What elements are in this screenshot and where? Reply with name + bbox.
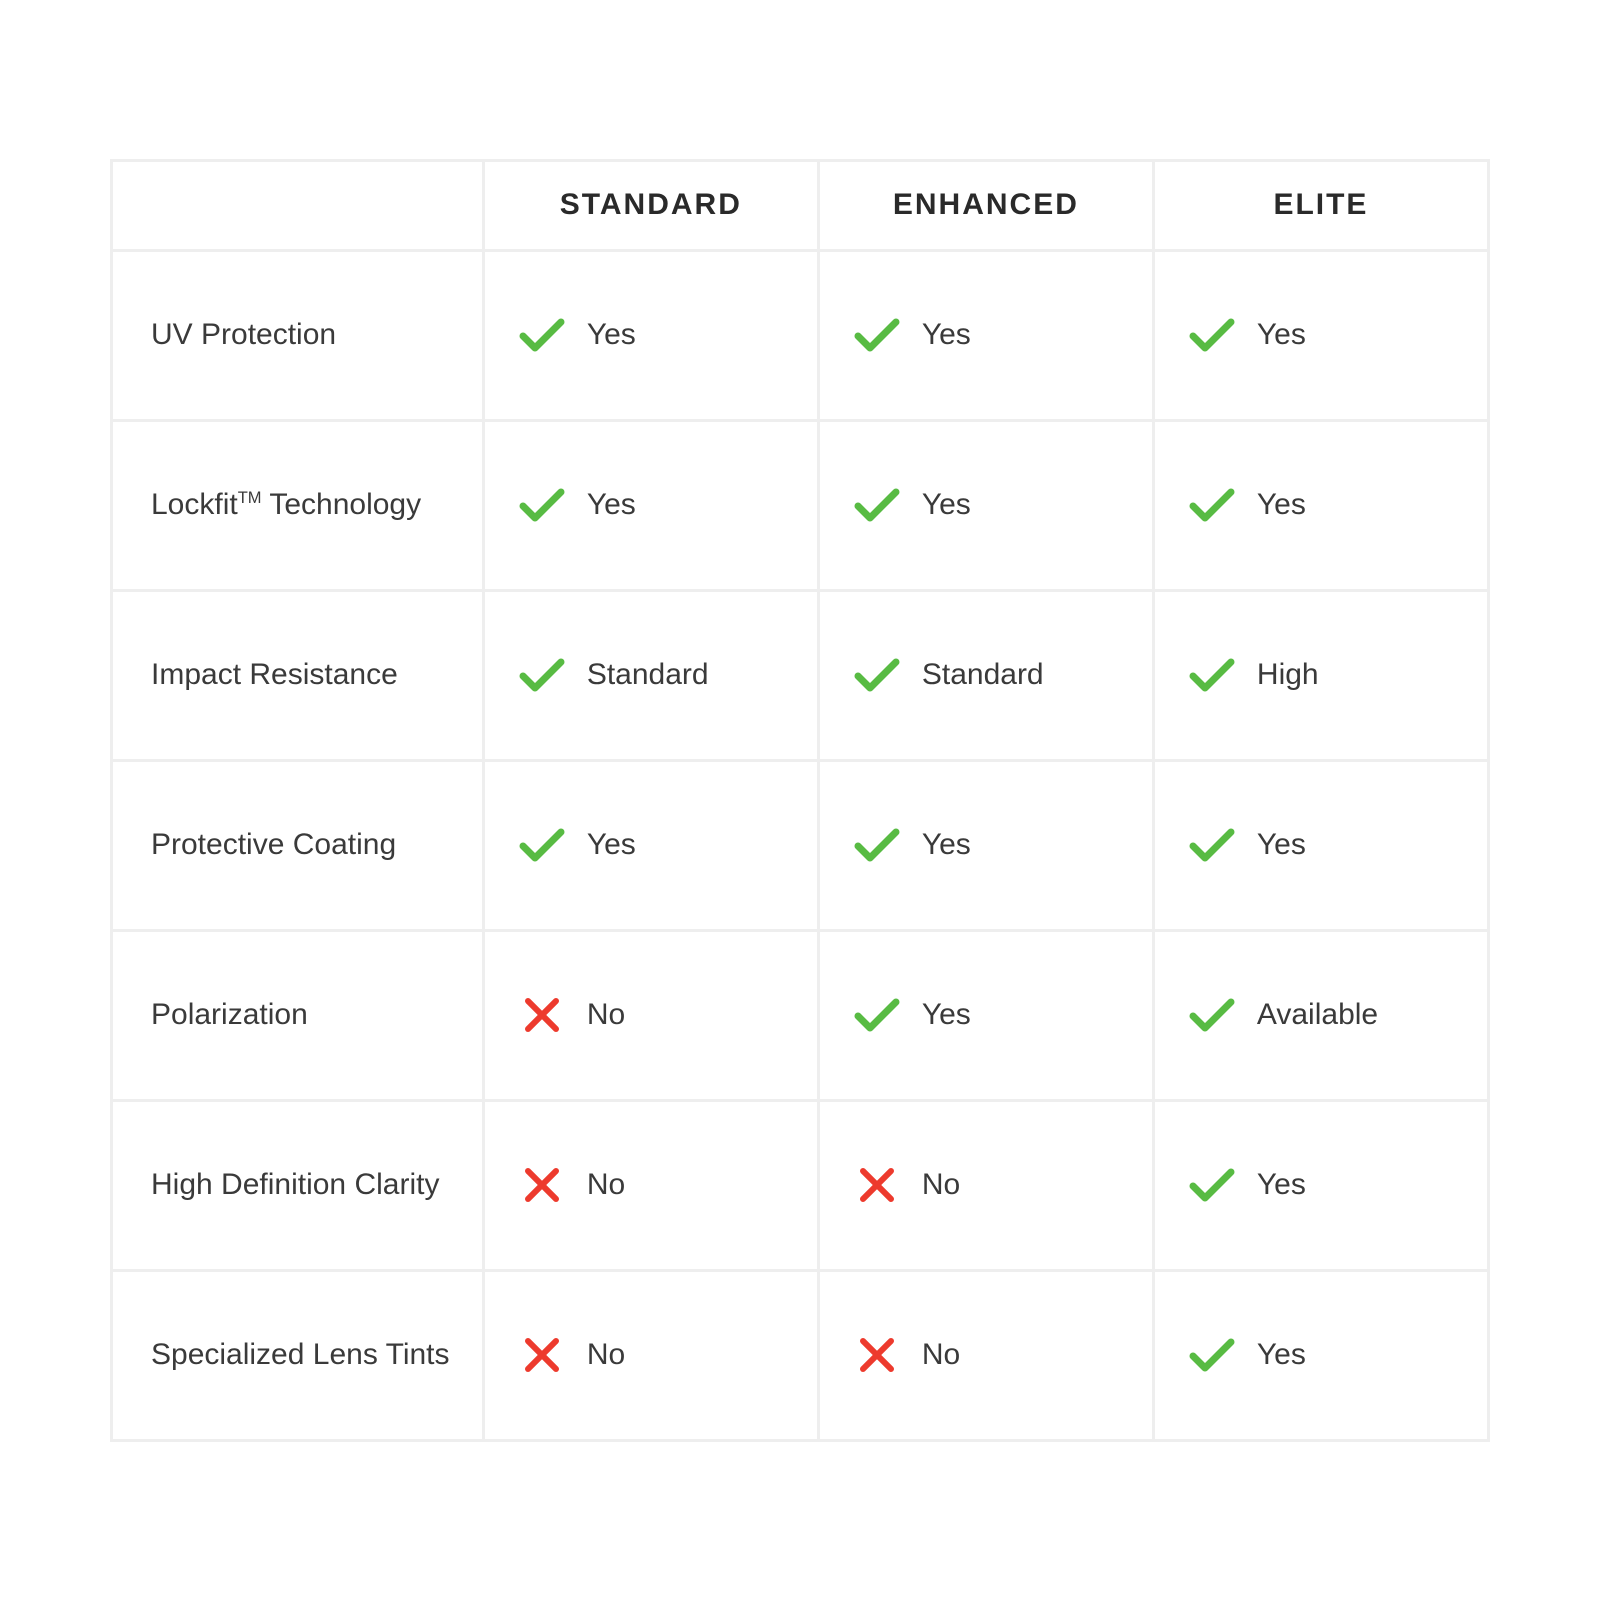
tier-cell: Yes: [1153, 420, 1488, 590]
tier-cell: No: [483, 1270, 818, 1440]
table-row: High Definition Clarity No No Yes: [112, 1100, 1489, 1270]
check-icon: [854, 482, 900, 528]
cross-icon: [519, 1162, 565, 1208]
cell-value: No: [587, 998, 625, 1032]
tier-cell: Standard: [483, 590, 818, 760]
tier-cell: Standard: [818, 590, 1153, 760]
feature-label: Protective Coating: [112, 760, 484, 930]
cell-value: Yes: [1257, 1338, 1306, 1372]
cell-value: Yes: [1257, 318, 1306, 352]
tier-cell: Yes: [1153, 1270, 1488, 1440]
feature-label: UV Protection: [112, 250, 484, 420]
header-elite: ELITE: [1153, 160, 1488, 250]
feature-text-suffix: Technology: [262, 488, 422, 521]
check-icon: [1189, 992, 1235, 1038]
check-icon: [519, 312, 565, 358]
tier-cell: Yes: [483, 760, 818, 930]
comparison-table: STANDARD ENHANCED ELITE UV Protection Yes…: [110, 159, 1490, 1442]
header-standard: STANDARD: [483, 160, 818, 250]
tier-cell: Yes: [1153, 760, 1488, 930]
cell-value: Yes: [587, 488, 636, 522]
feature-label: Specialized Lens Tints: [112, 1270, 484, 1440]
cell-value: No: [922, 1168, 960, 1202]
tier-cell: No: [818, 1270, 1153, 1440]
tier-cell: Yes: [1153, 250, 1488, 420]
header-blank: [112, 160, 484, 250]
check-icon: [1189, 652, 1235, 698]
cell-value: Yes: [1257, 828, 1306, 862]
cell-value: No: [587, 1338, 625, 1372]
cell-value: No: [587, 1168, 625, 1202]
check-icon: [519, 482, 565, 528]
check-icon: [1189, 1332, 1235, 1378]
feature-label: Impact Resistance: [112, 590, 484, 760]
check-icon: [854, 822, 900, 868]
header-enhanced: ENHANCED: [818, 160, 1153, 250]
check-icon: [519, 822, 565, 868]
feature-label: LockfitTM Technology: [112, 420, 484, 590]
cross-icon: [854, 1162, 900, 1208]
cell-value: Yes: [922, 318, 971, 352]
trademark-symbol: TM: [238, 489, 262, 507]
table-row: LockfitTM Technology Yes Yes Yes: [112, 420, 1489, 590]
feature-text: Lockfit: [151, 488, 238, 521]
table-row: Impact Resistance Standard Standard High: [112, 590, 1489, 760]
tier-cell: No: [818, 1100, 1153, 1270]
cell-value: Yes: [922, 998, 971, 1032]
feature-label: High Definition Clarity: [112, 1100, 484, 1270]
tier-cell: Yes: [818, 930, 1153, 1100]
cell-value: Yes: [1257, 488, 1306, 522]
cell-value: Yes: [587, 318, 636, 352]
cell-value: Available: [1257, 998, 1378, 1032]
tier-cell: Available: [1153, 930, 1488, 1100]
tier-cell: No: [483, 930, 818, 1100]
cell-value: Yes: [1257, 1168, 1306, 1202]
check-icon: [854, 992, 900, 1038]
cell-value: No: [922, 1338, 960, 1372]
table-row: Specialized Lens Tints No No Yes: [112, 1270, 1489, 1440]
tier-cell: Yes: [483, 420, 818, 590]
header-row: STANDARD ENHANCED ELITE: [112, 160, 1489, 250]
tier-cell: No: [483, 1100, 818, 1270]
tier-cell: Yes: [818, 420, 1153, 590]
cross-icon: [854, 1332, 900, 1378]
tier-table: STANDARD ENHANCED ELITE UV Protection Yes…: [110, 159, 1490, 1442]
feature-label: Polarization: [112, 930, 484, 1100]
cross-icon: [519, 1332, 565, 1378]
tier-cell: Yes: [818, 760, 1153, 930]
cell-value: Yes: [922, 828, 971, 862]
tier-cell: Yes: [483, 250, 818, 420]
cell-value: Standard: [587, 658, 709, 692]
check-icon: [854, 312, 900, 358]
tier-cell: Yes: [818, 250, 1153, 420]
table-row: Polarization No Yes Available: [112, 930, 1489, 1100]
table-row: UV Protection Yes Yes Yes: [112, 250, 1489, 420]
check-icon: [1189, 822, 1235, 868]
cross-icon: [519, 992, 565, 1038]
cell-value: High: [1257, 658, 1319, 692]
check-icon: [1189, 482, 1235, 528]
cell-value: Yes: [587, 828, 636, 862]
tier-cell: High: [1153, 590, 1488, 760]
check-icon: [854, 652, 900, 698]
check-icon: [1189, 1162, 1235, 1208]
tier-cell: Yes: [1153, 1100, 1488, 1270]
table-row: Protective Coating Yes Yes Yes: [112, 760, 1489, 930]
cell-value: Yes: [922, 488, 971, 522]
check-icon: [1189, 312, 1235, 358]
check-icon: [519, 652, 565, 698]
cell-value: Standard: [922, 658, 1044, 692]
